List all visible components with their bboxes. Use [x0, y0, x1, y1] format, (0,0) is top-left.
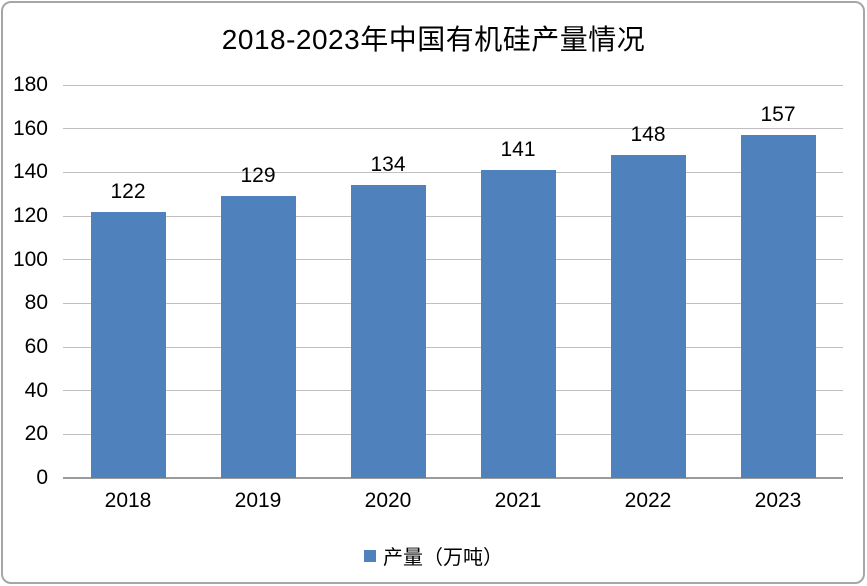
bar-value-label: 129 — [240, 164, 276, 188]
y-axis-tick-label: 0 — [36, 466, 48, 489]
y-axis-tick-label: 20 — [24, 422, 48, 446]
x-axis-tick-label: 2020 — [364, 489, 412, 512]
legend-label: 产量（万吨） — [383, 547, 503, 569]
bar-value-label: 141 — [500, 138, 536, 162]
y-axis-tick-label: 140 — [12, 160, 48, 184]
x-axis-tick-label: 2019 — [234, 489, 282, 512]
bar — [90, 211, 166, 478]
x-axis-tick-label: 2018 — [104, 489, 152, 512]
bar-value-label: 148 — [630, 122, 666, 146]
legend: 产量（万吨） — [0, 541, 867, 570]
gridline — [63, 84, 843, 86]
bar — [220, 196, 296, 478]
y-axis-tick-label: 120 — [12, 204, 48, 227]
gridline — [63, 259, 843, 261]
y-axis-tick-label: 40 — [24, 378, 48, 402]
y-axis-tick-label: 100 — [12, 247, 48, 271]
bar — [740, 135, 816, 478]
chart-title: 2018-2023年中国有机硅产量情况 — [221, 24, 646, 55]
gridline — [63, 171, 843, 173]
x-axis-tick-label: 2021 — [494, 489, 542, 512]
bar-value-label: 157 — [760, 103, 796, 127]
y-axis-tick-label: 160 — [12, 116, 48, 140]
x-axis-tick-label: 2023 — [754, 489, 802, 512]
gridline — [63, 433, 843, 435]
gridline — [63, 128, 843, 130]
bar — [610, 154, 686, 478]
gridline — [63, 346, 843, 348]
bar — [480, 170, 556, 478]
y-axis-tick-label: 180 — [12, 73, 48, 96]
bar — [350, 185, 426, 478]
y-axis-tick-label: 60 — [24, 335, 48, 358]
x-axis-tick-label: 2022 — [624, 489, 672, 512]
y-axis-tick-label: 80 — [24, 291, 48, 315]
gridline — [63, 390, 843, 392]
gridline — [63, 215, 843, 217]
legend-swatch-icon — [364, 549, 376, 562]
bar-value-label: 122 — [110, 179, 146, 203]
gridline — [63, 302, 843, 304]
x-axis-line — [63, 477, 843, 479]
bar-value-label: 134 — [370, 153, 406, 177]
